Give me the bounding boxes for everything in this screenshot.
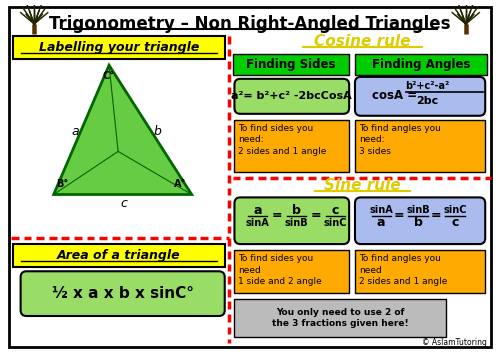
Text: Sine rule: Sine rule <box>324 178 401 193</box>
Text: Cosine rule: Cosine rule <box>314 34 411 50</box>
Text: Finding Sides: Finding Sides <box>246 58 336 71</box>
Bar <box>234 250 349 293</box>
Text: sinA: sinA <box>370 205 393 215</box>
Bar <box>355 53 487 75</box>
Text: cosA =: cosA = <box>372 89 416 102</box>
Text: Area of a triangle: Area of a triangle <box>57 249 180 262</box>
Text: To find sides you
need
1 side and 2 angle: To find sides you need 1 side and 2 angl… <box>238 254 322 286</box>
Text: Trigonometry – Non Right-Angled Triangles: Trigonometry – Non Right-Angled Triangle… <box>49 15 451 33</box>
FancyBboxPatch shape <box>355 198 485 244</box>
Text: c: c <box>332 204 339 217</box>
Text: A°: A° <box>174 179 186 189</box>
Text: =: = <box>311 209 322 222</box>
Bar <box>355 250 485 293</box>
Text: C°: C° <box>103 71 115 81</box>
Text: You only need to use 2 of
the 3 fractions given here!: You only need to use 2 of the 3 fraction… <box>272 308 408 329</box>
Text: b: b <box>292 204 301 217</box>
Text: To find angles you
need
2 sides and 1 angle: To find angles you need 2 sides and 1 an… <box>359 254 447 286</box>
Text: To find angles you
need:
3 sides: To find angles you need: 3 sides <box>359 124 440 156</box>
Text: a: a <box>377 216 386 229</box>
Text: =: = <box>394 209 404 222</box>
Text: b: b <box>154 125 162 138</box>
Text: sinC: sinC <box>324 218 347 228</box>
Bar <box>355 120 485 172</box>
Text: © AslamTutoring: © AslamTutoring <box>422 338 487 347</box>
FancyBboxPatch shape <box>234 79 349 114</box>
Bar <box>13 244 224 267</box>
Bar <box>13 36 224 59</box>
Text: a: a <box>71 125 79 138</box>
FancyBboxPatch shape <box>20 271 225 316</box>
Bar <box>234 120 349 172</box>
Text: 2bc: 2bc <box>416 96 438 106</box>
Text: sinB: sinB <box>406 205 430 215</box>
FancyBboxPatch shape <box>355 77 485 116</box>
Text: B°: B° <box>56 179 68 189</box>
Polygon shape <box>54 65 192 194</box>
Text: a: a <box>254 204 262 217</box>
Text: To find sides you
need:
2 sides and 1 angle: To find sides you need: 2 sides and 1 an… <box>238 124 326 156</box>
Text: b: b <box>414 216 422 229</box>
Text: b²+c²-a²: b²+c²-a² <box>405 81 449 91</box>
Text: sinC: sinC <box>444 205 467 215</box>
Text: c: c <box>120 197 127 210</box>
FancyBboxPatch shape <box>234 198 349 244</box>
Text: =: = <box>430 209 441 222</box>
Text: sinB: sinB <box>285 218 308 228</box>
Bar <box>234 298 446 337</box>
Text: c: c <box>452 216 459 229</box>
Text: ½ x a x b x sinC°: ½ x a x b x sinC° <box>52 286 194 301</box>
Text: =: = <box>272 209 282 222</box>
Bar <box>232 53 349 75</box>
Text: sinA: sinA <box>246 218 270 228</box>
Text: Labelling your triangle: Labelling your triangle <box>38 41 199 54</box>
Text: a²= b²+c² -2bcCosA: a²= b²+c² -2bcCosA <box>232 91 352 101</box>
Text: Finding Angles: Finding Angles <box>372 58 470 71</box>
